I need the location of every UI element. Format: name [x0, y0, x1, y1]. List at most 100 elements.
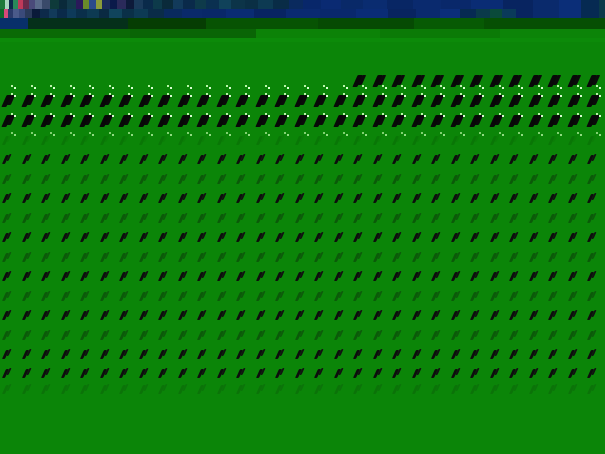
glyph-mark: [468, 150, 488, 170]
glyph-mark: [176, 345, 196, 365]
glyph-speck-icon: [225, 113, 228, 115]
glitch-noise-cell: [19, 9, 25, 18]
glyph-speck-secondary-icon: [326, 134, 328, 136]
glyph-speck-icon: [30, 113, 33, 115]
glyph-speck-icon: [303, 132, 306, 134]
glyph-mark: [566, 267, 586, 287]
glyph-mark: [0, 326, 20, 346]
glyph-row: [0, 228, 605, 248]
glyph-mark: [137, 189, 157, 209]
glyph-speck-secondary-icon: [540, 115, 543, 117]
glyph-mark: [59, 267, 79, 287]
glyph-mark: [234, 267, 254, 287]
glyph-mark: [20, 345, 40, 365]
glyph-speck-secondary-icon: [33, 115, 36, 117]
glyph-mark: [117, 84, 137, 104]
glyph-speck-secondary-icon: [131, 87, 133, 89]
glyph-mark: [234, 306, 254, 326]
glyph-mark: [0, 380, 20, 400]
glyph-speck-icon: [440, 132, 442, 134]
glyph-mark: [507, 131, 527, 151]
glyph-mark: [449, 150, 469, 170]
glyph-mark: [137, 112, 157, 132]
glyph-speck-secondary-icon: [540, 134, 543, 136]
glitch-noise-cell: [490, 9, 502, 18]
glyph-mark: [254, 84, 274, 104]
glyph-speck-secondary-icon: [150, 95, 153, 97]
glyph-mark: [488, 131, 508, 151]
glyph-mark: [371, 170, 391, 190]
glyph-mark: [312, 306, 332, 326]
glyph-speck-secondary-icon: [111, 87, 114, 89]
glitch-noise-cell: [87, 9, 99, 18]
glyph-mark: [488, 170, 508, 190]
glyph-speck-secondary-icon: [170, 134, 172, 136]
glyph-mark: [176, 287, 196, 307]
glyph-mark: [195, 380, 215, 400]
glyph-mark: [546, 189, 566, 209]
glyph-speck-icon: [108, 93, 111, 95]
glyph-speck-icon: [596, 132, 598, 134]
glyph-mark: [195, 131, 215, 151]
glyph-speck-secondary-icon: [443, 95, 445, 97]
glyph-mark: [527, 345, 547, 365]
glyph-mark: [293, 345, 313, 365]
glyph-mark: [371, 267, 391, 287]
glyph-speck-icon: [401, 113, 403, 115]
glyph-speck-secondary-icon: [365, 87, 367, 89]
glyph-speck-secondary-icon: [53, 87, 55, 89]
glyph-row: [0, 287, 605, 307]
glyph-speck-icon: [225, 132, 228, 134]
glitch-noise-cell: [416, 9, 440, 18]
glyph-speck-secondary-icon: [423, 95, 426, 97]
glyph-mark: [468, 345, 488, 365]
glyph-speck-icon: [342, 132, 345, 134]
glyph-speck-icon: [498, 85, 501, 87]
glyph-mark: [390, 380, 410, 400]
glyph-speck-icon: [459, 85, 462, 87]
glyph-speck-icon: [342, 113, 345, 115]
glyph-mark: [215, 326, 235, 346]
glyph-mark: [156, 228, 176, 248]
glyph-mark: [195, 170, 215, 190]
glyph-speck-icon: [50, 113, 52, 115]
glyph-speck-secondary-icon: [306, 134, 309, 136]
glyph-mark: [156, 189, 176, 209]
glyph-speck-secondary-icon: [53, 115, 55, 117]
glyph-mark: [117, 131, 137, 151]
glyph-speck-secondary-icon: [150, 134, 153, 136]
glyph-mark: [78, 84, 98, 104]
glitch-noise-cell: [388, 9, 416, 18]
glitch-noise-cell: [254, 9, 286, 18]
glyph-mark: [507, 267, 527, 287]
glyph-mark: [527, 248, 547, 268]
glyph-mark: [351, 306, 371, 326]
glyph-mark: [468, 287, 488, 307]
glyph-speck-secondary-icon: [228, 134, 231, 136]
glyph-mark: [293, 306, 313, 326]
glyph-mark: [215, 112, 235, 132]
glyph-mark: [176, 150, 196, 170]
glyph-speck-secondary-icon: [72, 134, 75, 136]
glyph-mark: [371, 189, 391, 209]
glyph-mark: [390, 306, 410, 326]
glyph-mark: [39, 345, 59, 365]
glyph-mark: [156, 131, 176, 151]
glyph-mark: [117, 112, 137, 132]
glyph-speck-icon: [108, 113, 111, 115]
glyph-mark: [429, 345, 449, 365]
glyph-mark: [39, 189, 59, 209]
glyph-mark: [59, 150, 79, 170]
glyph-speck-icon: [264, 93, 267, 95]
glyph-speck-secondary-icon: [170, 95, 172, 97]
glitch-noise-cell: [599, 0, 605, 18]
glyph-mark: [137, 150, 157, 170]
glyph-mark: [39, 112, 59, 132]
glyph-mark: [449, 170, 469, 190]
glyph-speck-icon: [479, 93, 481, 95]
glyph-speck-icon: [284, 93, 286, 95]
glyph-speck-icon: [459, 113, 462, 115]
glyph-speck-secondary-icon: [287, 134, 289, 136]
glitch-noise-cell: [99, 9, 109, 18]
glyph-mark: [78, 345, 98, 365]
